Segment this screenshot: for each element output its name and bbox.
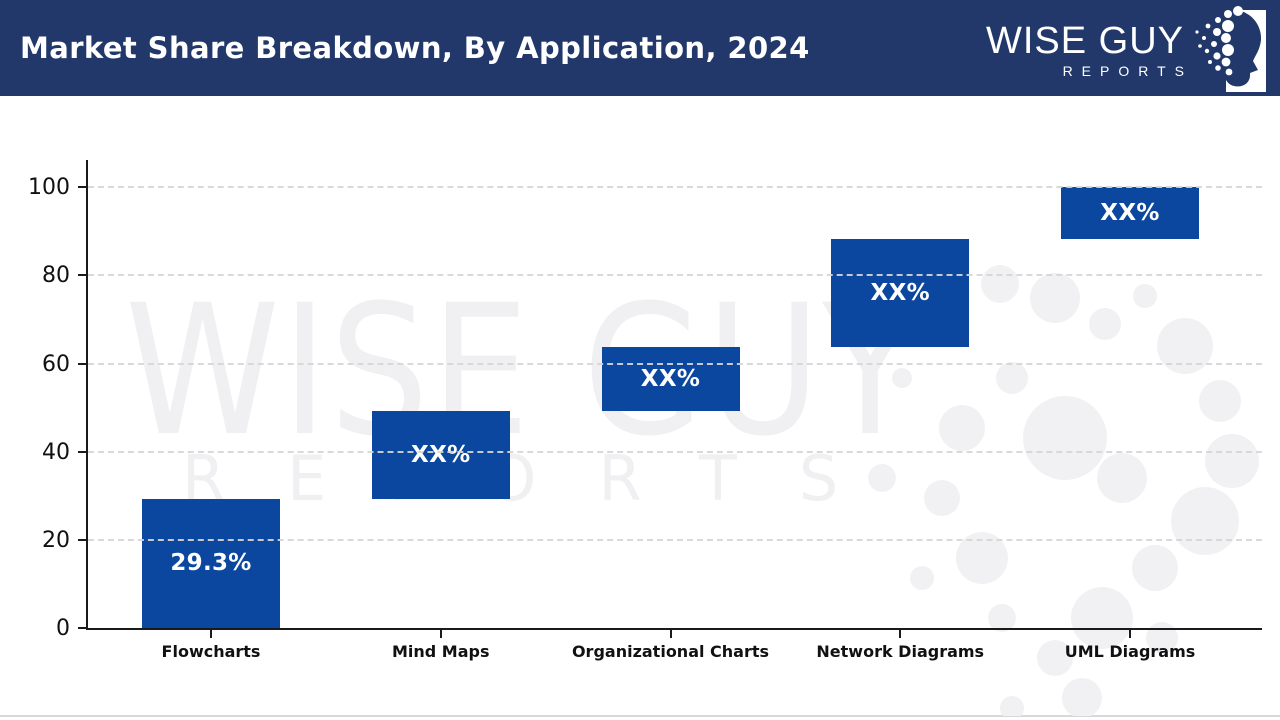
y-axis-line (86, 160, 88, 630)
gridline-80 (88, 274, 1262, 277)
gridline-20 (88, 538, 1262, 541)
x-label-flowcharts: Flowcharts (161, 642, 261, 661)
x-label-mind-maps: Mind Maps (391, 642, 490, 661)
x-tick-organizational-charts (669, 630, 672, 638)
x-axis-line (86, 628, 1262, 630)
wise-guy-reports-logo: WISE GUY REPORTS (986, 0, 1266, 96)
bar-organizational-charts: XX% (601, 347, 740, 412)
x-label-network-diagrams: Network Diagrams (816, 642, 985, 661)
x-label-organizational-charts: Organizational Charts (571, 642, 770, 661)
x-tick-flowcharts (210, 630, 212, 638)
y-tick-60 (78, 362, 86, 365)
bar-uml-diagrams: XX% (1061, 187, 1199, 240)
y-tick-0 (78, 627, 86, 629)
bar-value-label: XX% (411, 441, 471, 468)
y-tick-label-80: 80 (42, 263, 70, 289)
x-label-uml-diagrams: UML Diagrams (1064, 642, 1196, 661)
chart-title: Market Share Breakdown, By Application, … (20, 31, 810, 65)
y-tick-100 (78, 186, 86, 189)
chart-area: WISE GUY REPORTS (0, 96, 1280, 720)
logo-head-icon (1195, 6, 1266, 92)
x-tick-uml-diagrams (1129, 630, 1131, 638)
gridline-60 (88, 362, 1262, 365)
header-bar: Market Share Breakdown, By Application, … (0, 0, 1280, 96)
x-tick-network-diagrams (899, 630, 902, 638)
y-tick-20 (78, 538, 86, 541)
bar-value-label: 29.3% (170, 550, 252, 577)
bar-value-label: XX% (640, 366, 701, 393)
bar-flowcharts: 29.3% (142, 498, 280, 628)
gridline-100 (88, 186, 1262, 189)
watermark-wordmark: WISE GUY (125, 267, 920, 476)
gridline-40 (88, 450, 1262, 453)
bar-mind-maps: XX% (371, 411, 510, 499)
watermark-subtitle: REPORTS (182, 442, 901, 515)
logo-wordmark: WISE GUY (985, 20, 1184, 62)
x-tick-mind-maps (439, 630, 442, 638)
y-tick-80 (78, 274, 86, 277)
bar-network-diagrams: XX% (831, 239, 970, 348)
bar-value-label: XX% (870, 280, 930, 307)
y-tick-label-20: 20 (42, 527, 70, 553)
plot-region: WISE GUY REPORTS (0, 96, 1280, 720)
y-tick-label-60: 60 (42, 351, 70, 377)
bar-value-label: XX% (1100, 200, 1160, 227)
logo-text: WISE GUY REPORTS (986, 22, 1184, 79)
logo-subtitle: REPORTS (1062, 63, 1193, 79)
y-tick-label-40: 40 (42, 439, 70, 465)
y-tick-40 (78, 450, 86, 453)
y-tick-label-100: 100 (28, 175, 70, 201)
y-tick-label-0: 0 (56, 616, 70, 641)
